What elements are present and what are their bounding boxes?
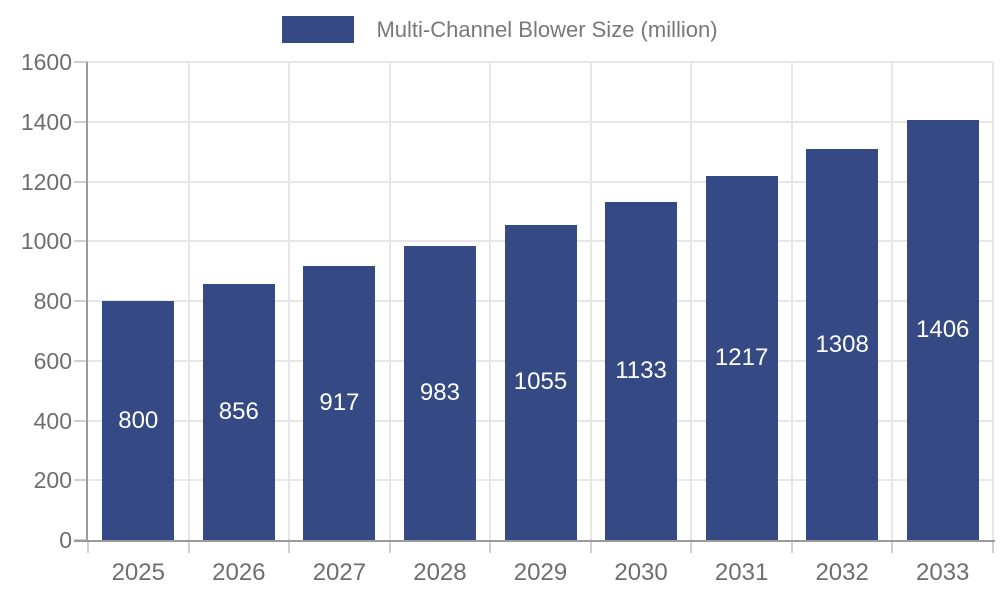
bar-value-label: 800: [118, 406, 159, 434]
y-axis-label: 0: [59, 527, 72, 553]
x-axis-tick: [87, 540, 89, 553]
gridline-v: [489, 62, 492, 540]
y-axis-label: 1200: [20, 168, 72, 195]
bar-2031: 1217: [705, 176, 778, 540]
bar-2029: 1055: [504, 224, 577, 540]
x-axis-tick: [187, 540, 190, 553]
gridline-h: [88, 61, 993, 63]
x-axis-tick: [589, 540, 592, 553]
legend-label: Multi-Channel Blower Size (million): [376, 17, 718, 42]
bar-value-label: 983: [419, 379, 460, 407]
gridline-v: [790, 62, 793, 540]
bar-2032: 1308: [806, 149, 879, 540]
y-axis-label: 200: [33, 467, 72, 494]
x-axis-tick: [388, 540, 391, 553]
y-axis-label: 1400: [20, 108, 72, 135]
y-axis-tick: [74, 419, 88, 422]
bar-value-label: 1406: [916, 315, 970, 343]
x-axis-tick: [690, 540, 693, 553]
x-axis-label: 2027: [312, 559, 367, 586]
x-axis-label: 2028: [413, 559, 467, 586]
bar-value-label: 1308: [815, 330, 869, 358]
legend-swatch: [282, 16, 355, 43]
x-axis-tick: [790, 540, 793, 553]
bar-2026: 856: [202, 284, 275, 540]
x-axis-label: 2029: [513, 559, 568, 586]
gridline-v: [690, 62, 693, 540]
chart-legend[interactable]: Multi-Channel Blower Size (million): [0, 16, 1000, 43]
gridline-v: [388, 62, 391, 540]
gridline-h: [88, 120, 993, 123]
gridline-v: [589, 62, 592, 540]
y-axis-tick: [74, 61, 88, 63]
x-axis-tick: [891, 540, 894, 553]
bar-value-label: 1055: [513, 368, 568, 396]
bar-2030: 1133: [605, 201, 678, 540]
gridline-v: [891, 62, 894, 540]
x-axis-line: [74, 540, 995, 542]
y-axis-label: 1600: [20, 49, 72, 75]
bar-2027: 917: [303, 266, 376, 540]
y-axis-label: 1000: [20, 228, 72, 255]
bar-value-label: 917: [319, 389, 360, 416]
x-axis-tick: [992, 540, 994, 553]
x-axis-label: 2030: [614, 559, 668, 586]
y-axis-tick: [74, 120, 88, 123]
y-axis-label: 400: [33, 407, 72, 434]
gridline-v: [288, 62, 291, 540]
gridline-h: [88, 180, 993, 183]
y-axis-tick: [74, 240, 88, 243]
x-axis-label: 2033: [916, 559, 970, 586]
gridline-v: [992, 62, 994, 540]
y-axis-line: [86, 62, 88, 542]
gridline-v: [187, 62, 190, 540]
x-axis-tick: [489, 540, 492, 553]
y-axis-tick: [74, 479, 88, 482]
y-axis-tick: [74, 359, 88, 362]
y-axis-tick: [74, 300, 88, 302]
x-axis-label: 2031: [714, 559, 769, 586]
x-axis-label: 2026: [212, 559, 266, 586]
bar-value-label: 1217: [714, 344, 769, 372]
y-axis-label: 800: [33, 288, 72, 314]
bar-2028: 983: [403, 246, 476, 540]
bar-2033: 1406: [906, 119, 979, 540]
bar-value-label: 856: [218, 398, 259, 426]
x-axis-label: 2032: [815, 559, 869, 586]
y-axis-label: 600: [33, 347, 72, 374]
y-axis-tick: [74, 180, 88, 183]
bar-2025: 800: [102, 301, 175, 540]
x-axis-tick: [288, 540, 291, 553]
bar-value-label: 1133: [615, 356, 667, 384]
x-axis-label: 2025: [111, 559, 165, 586]
